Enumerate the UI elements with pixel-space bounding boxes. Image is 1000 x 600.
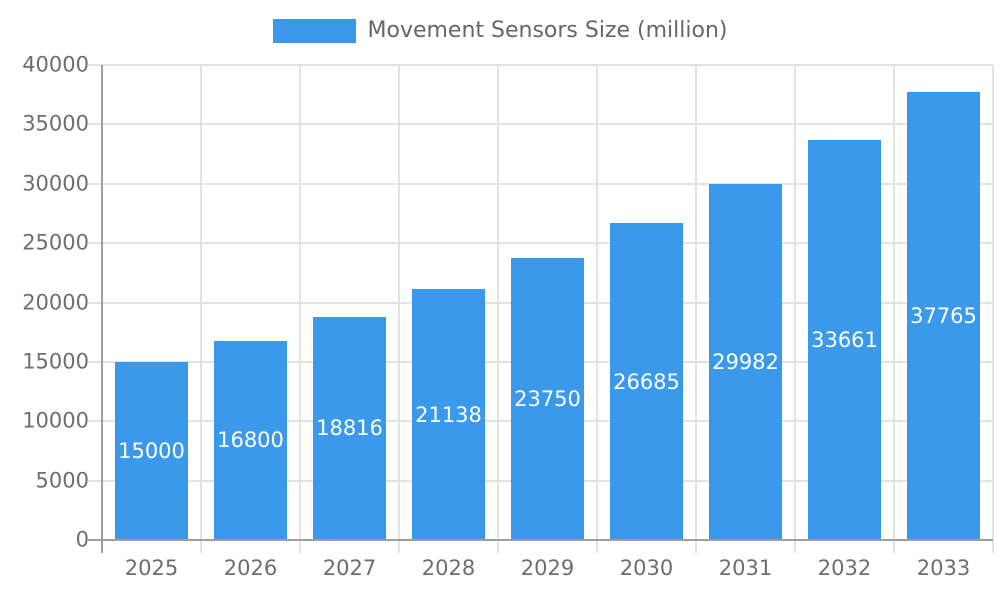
x-axis-label: 2031 <box>718 556 773 580</box>
y-axis-label: 35000 <box>22 111 89 136</box>
plot-area: 15000 16800 18816 21138 23750 26685 29982 33661… <box>88 64 994 553</box>
y-tick-mark <box>88 479 102 482</box>
x-tick-mark <box>299 540 301 553</box>
bar-2028[interactable]: 21138 <box>412 289 485 540</box>
x-axis-label: 2025 <box>124 556 179 580</box>
grid-line-vertical <box>596 65 598 540</box>
y-axis-label: 0 <box>75 527 89 552</box>
x-axis-label: 2032 <box>817 556 872 580</box>
bar-2027[interactable]: 18816 <box>313 316 386 540</box>
x-axis-label: 2027 <box>322 556 377 580</box>
x-tick-mark <box>992 540 994 553</box>
legend[interactable]: Movement Sensors Size (million) <box>0 19 1000 43</box>
x-tick-mark <box>200 540 202 553</box>
y-axis-label: 40000 <box>22 52 89 77</box>
y-axis-label: 25000 <box>22 230 89 255</box>
bar-2025[interactable]: 15000 <box>115 361 188 540</box>
grid-line-horizontal <box>102 64 993 66</box>
y-tick-mark <box>88 360 102 363</box>
x-tick-mark <box>398 540 400 553</box>
bar-2033[interactable]: 37765 <box>907 91 980 540</box>
x-tick-mark <box>497 540 499 553</box>
grid-line-vertical <box>992 65 994 540</box>
grid-line-horizontal <box>102 123 993 126</box>
y-axis-label: 15000 <box>22 349 89 374</box>
grid-line-vertical <box>794 65 796 540</box>
legend-label: Movement Sensors Size (million) <box>367 18 728 43</box>
y-tick-mark <box>88 64 102 66</box>
bar-2030[interactable]: 26685 <box>610 223 683 540</box>
bar-value-label: 18816 <box>316 416 383 441</box>
bar-2031[interactable]: 29982 <box>709 183 782 540</box>
bar-value-label: 37765 <box>910 303 977 328</box>
x-tick-mark <box>596 540 598 553</box>
x-axis-label: 2028 <box>421 556 476 580</box>
y-tick-mark <box>88 420 102 423</box>
y-tick-mark <box>88 123 102 126</box>
x-axis-label: 2029 <box>520 556 575 580</box>
x-axis-label: 2030 <box>619 556 674 580</box>
bar-2026[interactable]: 16800 <box>214 340 287 540</box>
y-axis-label: 10000 <box>22 408 89 433</box>
x-axis-label: 2026 <box>223 556 278 580</box>
bar-value-label: 33661 <box>811 328 878 353</box>
y-tick-mark <box>88 182 102 185</box>
bar-2032[interactable]: 33661 <box>808 140 881 540</box>
x-tick-mark <box>893 540 895 553</box>
x-axis-label: 2033 <box>916 556 971 580</box>
grid-line-vertical <box>398 65 400 540</box>
grid-line-vertical <box>497 65 499 540</box>
bar-value-label: 23750 <box>514 386 581 411</box>
y-tick-mark <box>88 242 102 245</box>
grid-line-vertical <box>695 65 697 540</box>
y-axis-label: 20000 <box>22 290 89 314</box>
y-axis-label: 5000 <box>35 468 89 493</box>
x-tick-mark <box>794 540 796 553</box>
y-axis-line <box>101 65 103 553</box>
bar-value-label: 15000 <box>118 438 185 463</box>
x-tick-mark <box>695 540 697 553</box>
grid-line-vertical <box>200 65 202 540</box>
bar-value-label: 16800 <box>217 428 284 453</box>
grid-line-vertical <box>299 65 301 540</box>
bar-value-label: 29982 <box>712 349 779 374</box>
bar-value-label: 21138 <box>415 402 482 427</box>
bar-value-label: 26685 <box>613 369 680 394</box>
y-tick-mark <box>88 301 102 304</box>
y-axis-label: 30000 <box>22 171 89 196</box>
legend-swatch <box>272 19 356 43</box>
bar-2029[interactable]: 23750 <box>511 257 584 540</box>
grid-line-vertical <box>893 65 895 540</box>
